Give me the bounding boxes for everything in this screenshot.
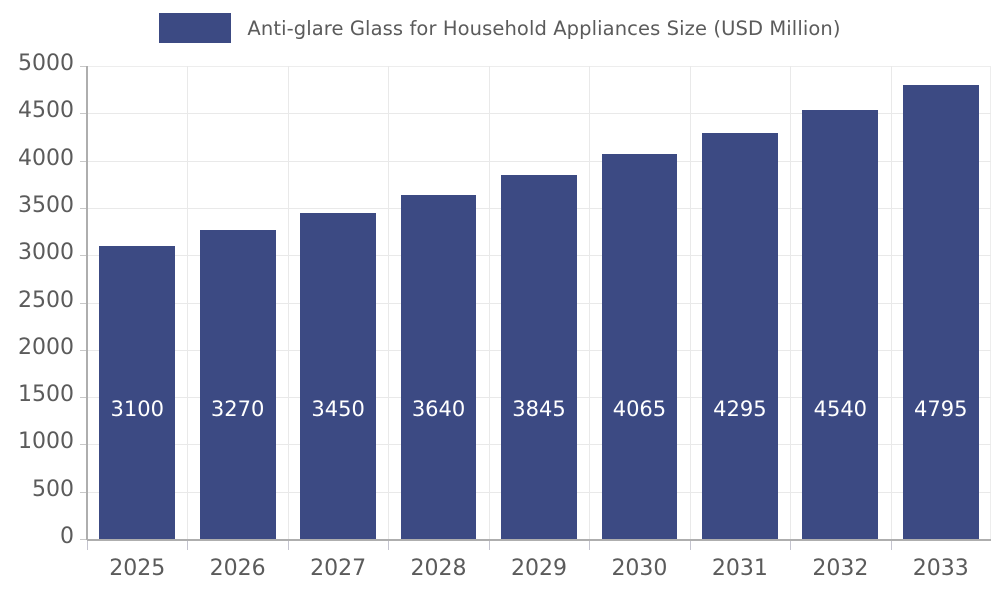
x-tick-mark-2026 — [187, 541, 188, 550]
y-tick-label-5000: 5000 — [18, 51, 74, 76]
bar-2026[interactable]: 3270 — [199, 229, 276, 539]
x-tick-mark-2027 — [288, 541, 289, 550]
y-tick-label-1500: 1500 — [18, 382, 74, 408]
gridline-x-1 — [187, 66, 189, 539]
y-tick-label-0: 0 — [60, 524, 74, 549]
x-tick-mark-2029 — [489, 541, 490, 550]
gridline-y-4500 — [87, 113, 991, 115]
y-tick-mark-0 — [80, 539, 86, 540]
y-tick-label-4000: 4000 — [18, 145, 74, 171]
y-tick-mark-4500 — [80, 113, 86, 115]
gridline-y-4000 — [87, 160, 991, 162]
x-tick-label-2026: 2026 — [209, 556, 266, 581]
x-tick-label-2025: 2025 — [109, 556, 166, 581]
chart-legend: Anti-glare Glass for Household Appliance… — [0, 0, 1000, 56]
x-tick-label-2032: 2032 — [812, 556, 869, 581]
x-tick-label-2029: 2029 — [510, 556, 567, 581]
bar-2032[interactable]: 4540 — [802, 109, 879, 539]
y-tick-label-2500: 2500 — [18, 287, 74, 313]
x-tick-label-2030: 2030 — [611, 556, 668, 581]
x-axis-spine — [87, 539, 991, 541]
bar-value-label-2030: 4065 — [612, 397, 667, 421]
legend-label: Anti-glare Glass for Household Appliance… — [247, 16, 841, 40]
y-tick-mark-2000 — [80, 349, 86, 351]
y-tick-mark-1500 — [80, 397, 86, 399]
bar-value-label-2033: 4795 — [914, 397, 968, 421]
y-tick-label-4500: 4500 — [18, 98, 74, 124]
y-tick-label-3500: 3500 — [18, 192, 74, 218]
y-tick-mark-3500 — [80, 207, 86, 209]
bar-value-label-2027: 3450 — [311, 397, 365, 421]
x-tick-mark-2025 — [87, 541, 88, 550]
bar-value-label-2029: 3845 — [512, 397, 566, 421]
x-tick-label-2033: 2033 — [912, 556, 969, 581]
x-tick-mark-2033 — [891, 541, 892, 550]
y-tick-mark-1000 — [80, 444, 86, 446]
bar-2028[interactable]: 3640 — [400, 194, 477, 539]
bar-2025[interactable]: 3100 — [99, 245, 176, 539]
gridline-x-4 — [488, 66, 490, 539]
bar-2030[interactable]: 4065 — [601, 154, 678, 539]
x-tick-label-2031: 2031 — [711, 556, 768, 581]
bar-value-label-2028: 3640 — [411, 397, 466, 421]
bar-value-label-2025: 3100 — [110, 397, 164, 421]
legend-color-swatch — [159, 13, 232, 43]
y-tick-label-1000: 1000 — [18, 429, 74, 455]
gridline-x-6 — [689, 66, 691, 539]
y-tick-mark-3000 — [80, 255, 86, 257]
y-tick-label-2000: 2000 — [18, 334, 74, 360]
x-tick-mark-2032 — [790, 541, 791, 550]
bar-value-label-2026: 3270 — [210, 397, 265, 421]
x-tick-label-2027: 2027 — [310, 556, 367, 581]
x-tick-label-2028: 2028 — [410, 556, 467, 581]
y-tick-label-3000: 3000 — [18, 240, 74, 266]
y-tick-mark-2500 — [80, 302, 86, 304]
gridline-x-8 — [890, 66, 892, 539]
bar-value-label-2031: 4295 — [713, 397, 767, 421]
gridline-x-5 — [589, 66, 591, 539]
bar-2033[interactable]: 4795 — [902, 85, 979, 539]
y-axis-spine — [86, 66, 88, 540]
bar-2029[interactable]: 3845 — [501, 175, 577, 539]
gridline-x-7 — [790, 66, 792, 539]
y-tick-mark-4000 — [80, 160, 86, 162]
gridline-x-2 — [287, 66, 289, 539]
x-tick-mark-2031 — [690, 541, 691, 550]
plot-area: 3100 3270 3450 3640 3845 4065 4295 4540 4795 — [87, 66, 991, 539]
x-tick-mark-2028 — [388, 541, 389, 550]
y-tick-mark-500 — [80, 491, 86, 493]
bar-2027[interactable]: 3450 — [300, 212, 377, 539]
y-tick-label-500: 500 — [32, 476, 74, 502]
bar-value-label-2032: 4540 — [813, 397, 868, 421]
x-tick-mark-2030 — [589, 541, 590, 550]
bar-2031[interactable]: 4295 — [701, 132, 778, 539]
gridline-x-3 — [388, 66, 390, 539]
y-tick-mark-5000 — [80, 66, 86, 67]
